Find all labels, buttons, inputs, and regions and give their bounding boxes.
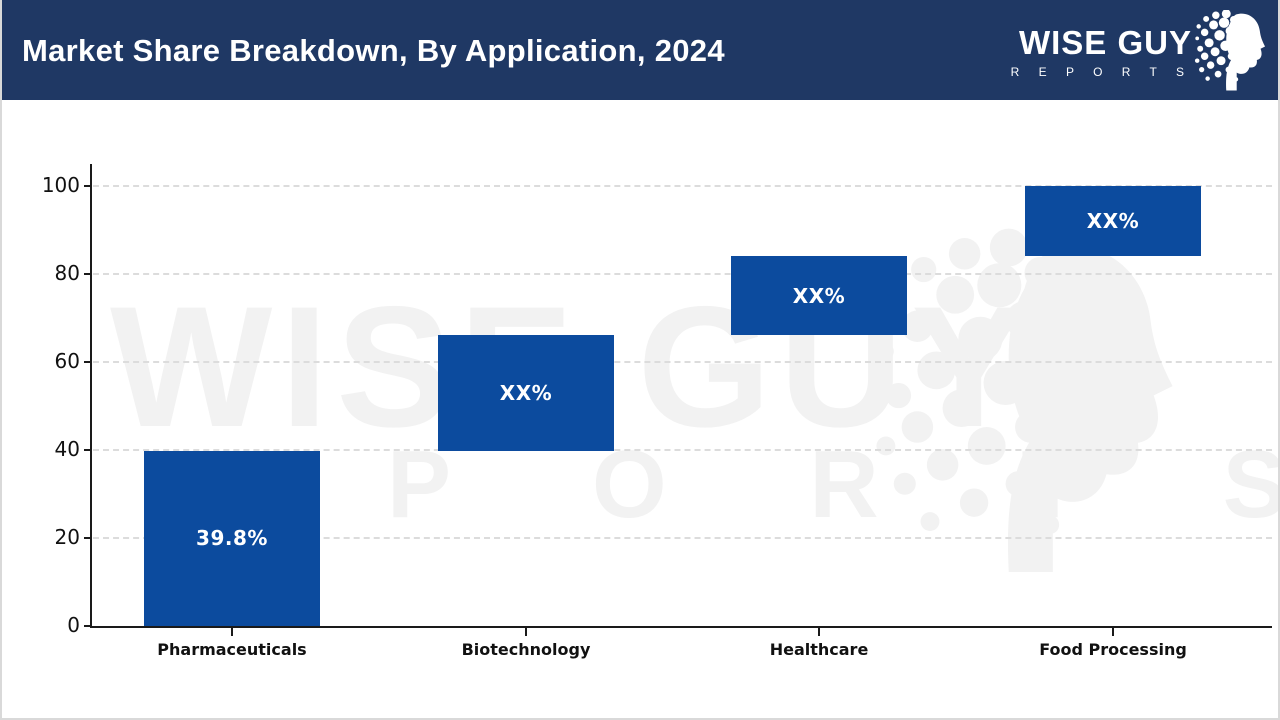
y-tick-40 [84, 449, 92, 451]
y-tick-100 [84, 185, 92, 187]
x-tick-2 [818, 628, 820, 636]
wiseguy-head-icon [1194, 10, 1266, 91]
x-category-label-2: Healthcare [769, 640, 869, 659]
wiseguy-logo-name: WISE GUY [1018, 24, 1192, 61]
bar-biotechnology: XX% [438, 334, 614, 451]
x-category-label-3: Food Processing [1039, 640, 1187, 659]
x-tick-1 [525, 628, 527, 636]
x-axis [90, 626, 1272, 628]
x-category-label-0: Pharmaceuticals [157, 640, 307, 659]
x-tick-3 [1112, 628, 1114, 636]
wiseguy-logo: WISE GUY R E P O R T S [1011, 6, 1270, 94]
y-tick-80 [84, 273, 92, 275]
bar-value-label: XX% [499, 380, 553, 405]
bar-value-label: XX% [792, 283, 846, 308]
x-tick-0 [231, 628, 233, 636]
y-tick-label-0: 0 [67, 613, 80, 637]
header-band: Market Share Breakdown, By Application, … [2, 0, 1278, 100]
y-tick-label-40: 40 [54, 437, 80, 461]
gridline-40 [93, 449, 1272, 451]
bar-healthcare: XX% [731, 256, 907, 335]
bar-value-label: XX% [1086, 209, 1140, 234]
gridline-80 [93, 273, 1272, 275]
y-tick-label-20: 20 [54, 525, 80, 549]
gridline-20 [93, 537, 1272, 539]
bar-food-processing: XX% [1025, 186, 1201, 257]
bar-pharmaceuticals: 39.8% [144, 450, 320, 626]
y-tick-20 [84, 537, 92, 539]
y-tick-label-80: 80 [54, 261, 80, 285]
x-category-label-1: Biotechnology [461, 640, 591, 659]
page-title: Market Share Breakdown, By Application, … [22, 33, 725, 68]
y-tick-60 [84, 361, 92, 363]
y-axis [90, 164, 92, 628]
watermark-head-icon [876, 228, 1173, 572]
gridline-100 [93, 185, 1272, 187]
bar-value-label: 39.8% [196, 526, 268, 551]
wiseguy-logo-text: WISE GUY R E P O R T S [1011, 24, 1192, 79]
y-tick-label-100: 100 [41, 173, 80, 197]
wiseguy-logo-subtitle: R E P O R T S [1010, 65, 1192, 79]
gridline-60 [93, 361, 1272, 363]
y-tick-label-60: 60 [54, 349, 80, 373]
y-tick-0 [84, 625, 92, 627]
